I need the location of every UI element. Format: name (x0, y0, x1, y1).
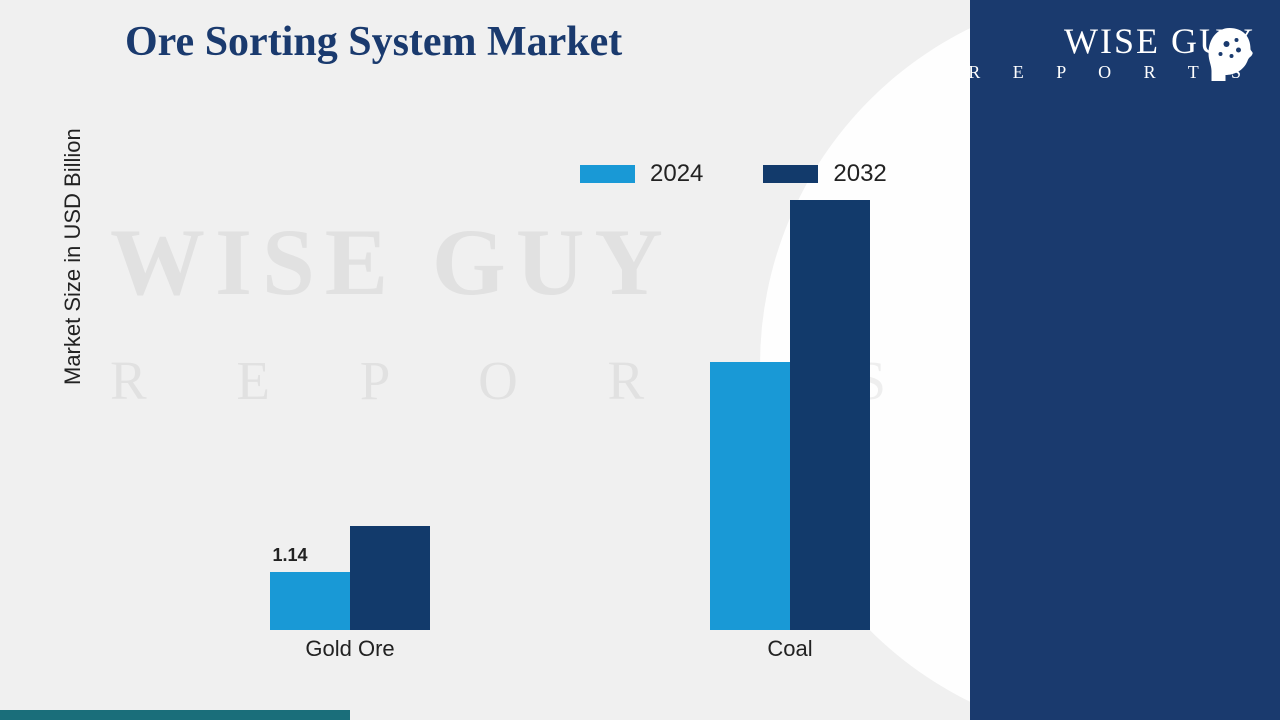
brand-main: WISE GUY (968, 20, 1255, 62)
legend-swatch-2024 (580, 165, 635, 183)
right-panel (970, 0, 1280, 720)
legend-swatch-2032 (763, 165, 818, 183)
bar-gold-ore-2024 (270, 572, 350, 630)
legend-item-2024: 2024 (580, 160, 703, 188)
plot-area: Gold OreCoal1.14 (110, 200, 960, 630)
data-label: 1.14 (272, 545, 307, 566)
head-icon (1202, 26, 1257, 86)
x-label-gold-ore: Gold Ore (305, 636, 394, 662)
chart-title: Ore Sorting System Market (125, 18, 622, 66)
bar-coal-2032 (790, 200, 870, 630)
canvas: WISE GUY R E P O R T S Ore Sorting Syste… (0, 0, 1280, 720)
legend: 2024 2032 (580, 160, 887, 188)
legend-label-2032: 2032 (833, 160, 886, 188)
bar-coal-2024 (710, 362, 790, 630)
y-axis-label: Market Size in USD Billion (60, 128, 86, 385)
bottom-accent-bar (0, 710, 350, 720)
legend-item-2032: 2032 (763, 160, 886, 188)
legend-label-2024: 2024 (650, 160, 703, 188)
bar-gold-ore-2032 (350, 526, 430, 630)
brand-logo: WISE GUY R E P O R T S (968, 20, 1255, 83)
x-label-coal: Coal (767, 636, 812, 662)
